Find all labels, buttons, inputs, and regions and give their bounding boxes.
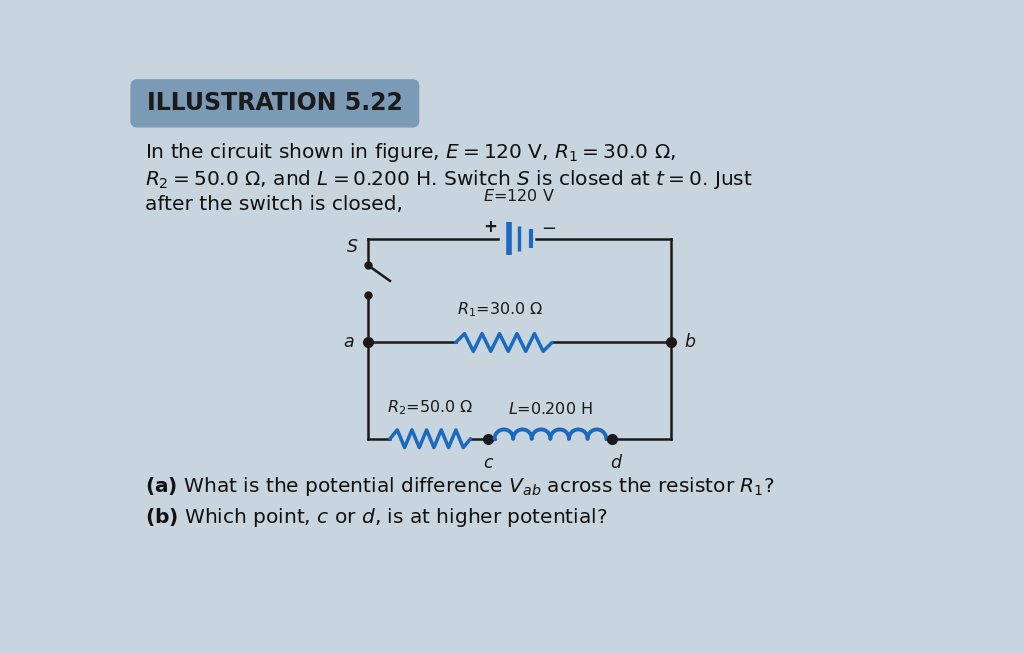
Text: $a$: $a$	[343, 334, 354, 351]
Text: $\mathbf{(a)}$ What is the potential difference $V_{ab}$ across the resistor $R_: $\mathbf{(a)}$ What is the potential dif…	[145, 475, 774, 498]
Text: $R_2 = 50.0\ \Omega$, and $L = 0.200$ H. Switch $S$ is closed at $t = 0$. Just: $R_2 = 50.0\ \Omega$, and $L = 0.200$ H.…	[145, 168, 753, 191]
Text: +: +	[483, 218, 497, 236]
Text: $E$=120 V: $E$=120 V	[483, 188, 555, 204]
Text: $c$: $c$	[482, 454, 494, 472]
Text: ILLUSTRATION 5.22: ILLUSTRATION 5.22	[146, 91, 402, 116]
Text: $L$=0.200 H: $L$=0.200 H	[508, 401, 593, 417]
Text: In the circuit shown in figure, $E = 120$ V, $R_1 = 30.0\ \Omega$,: In the circuit shown in figure, $E = 120…	[145, 141, 676, 164]
Text: $R_2$=50.0 $\Omega$: $R_2$=50.0 $\Omega$	[387, 398, 473, 417]
Text: $d$: $d$	[609, 454, 623, 472]
Text: $\mathbf{(b)}$ Which point, $c$ or $d$, is at higher potential?: $\mathbf{(b)}$ Which point, $c$ or $d$, …	[145, 505, 607, 529]
FancyBboxPatch shape	[131, 80, 419, 127]
Text: after the switch is closed,: after the switch is closed,	[145, 195, 403, 214]
Text: $b$: $b$	[684, 334, 696, 351]
Text: $R_1$=30.0 $\Omega$: $R_1$=30.0 $\Omega$	[457, 300, 543, 319]
Text: $S$: $S$	[346, 238, 359, 256]
Text: $-$: $-$	[542, 218, 556, 236]
